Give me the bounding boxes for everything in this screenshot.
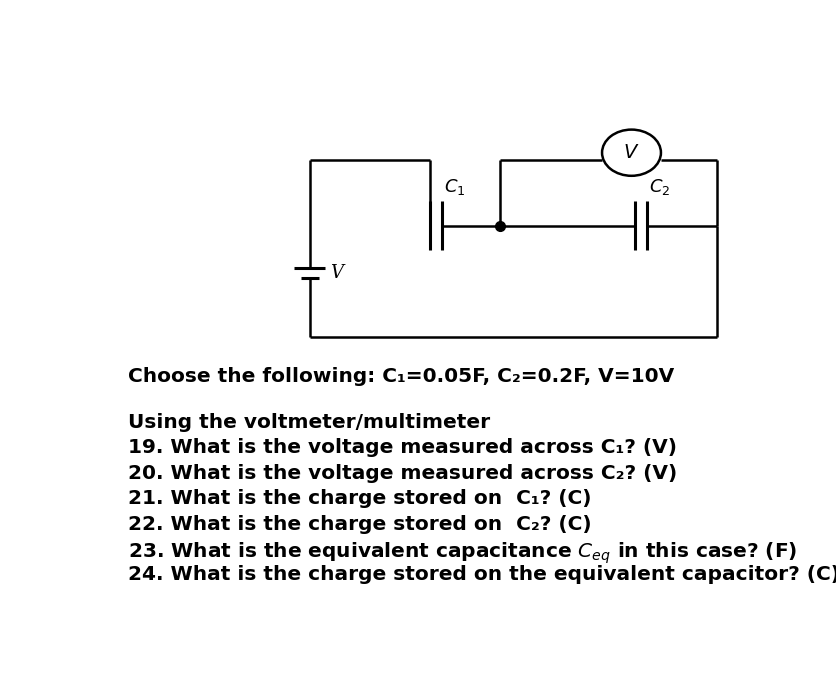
Text: 24. What is the charge stored on the equivalent capacitor? (C): 24. What is the charge stored on the equ… [128,566,836,584]
Text: 19. What is the voltage measured across C₁? (V): 19. What is the voltage measured across … [128,439,677,457]
Text: 20. What is the voltage measured across C₂? (V): 20. What is the voltage measured across … [128,464,677,483]
Text: 21. What is the charge stored on  C₁? (C): 21. What is the charge stored on C₁? (C) [128,489,591,508]
Text: Using the voltmeter/multimeter: Using the voltmeter/multimeter [128,413,490,432]
Text: 23. What is the equivalent capacitance $C_{eq}$ in this case? (F): 23. What is the equivalent capacitance $… [128,540,797,566]
Text: $C_2$: $C_2$ [650,177,670,197]
Text: Choose the following: C₁=0.05F, C₂=0.2F, V=10V: Choose the following: C₁=0.05F, C₂=0.2F,… [128,367,674,386]
Text: $V$: $V$ [624,144,640,162]
Text: V: V [330,264,343,282]
Text: 22. What is the charge stored on  C₂? (C): 22. What is the charge stored on C₂? (C) [128,514,591,534]
Text: $C_1$: $C_1$ [444,177,466,197]
